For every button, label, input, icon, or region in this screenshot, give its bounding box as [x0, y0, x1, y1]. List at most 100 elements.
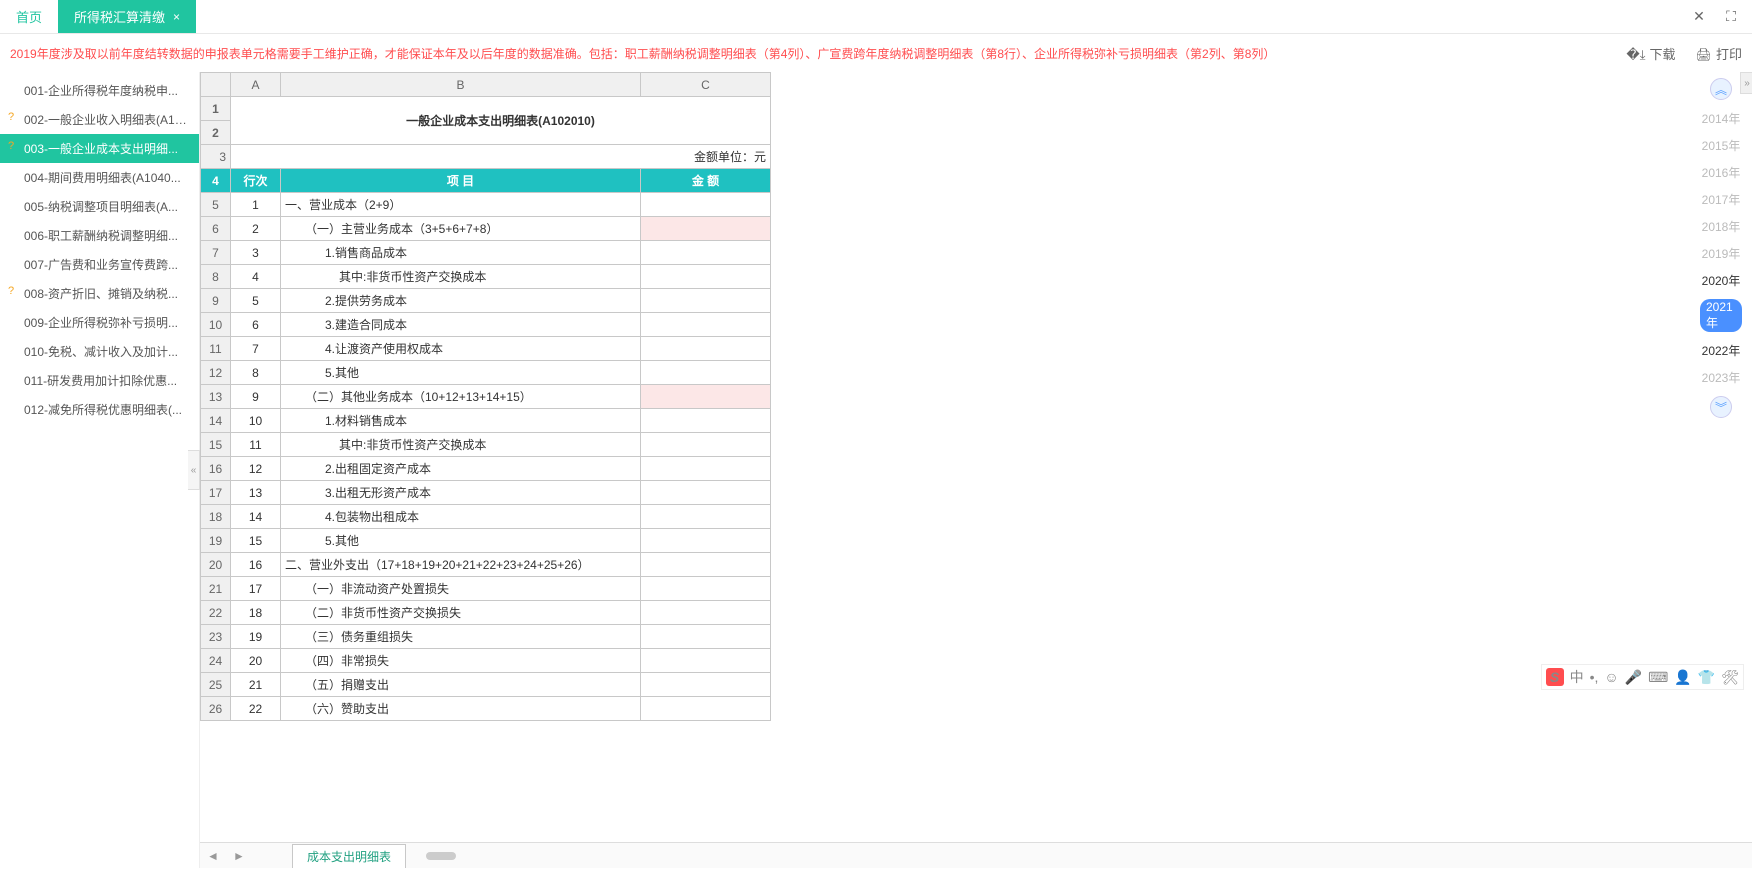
close-icon[interactable]: × — [173, 10, 180, 24]
row-header[interactable]: 4 — [201, 169, 231, 193]
row-header[interactable]: 10 — [201, 313, 231, 337]
leftnav-item-006[interactable]: 006-职工薪酬纳税调整明细... — [0, 221, 199, 250]
cell-amount[interactable] — [641, 289, 771, 313]
cell-amount[interactable] — [641, 385, 771, 409]
cell-item[interactable]: 其中:非货币性资产交换成本 — [281, 433, 641, 457]
row-header[interactable]: 22 — [201, 601, 231, 625]
cell-item[interactable]: （六）赞助支出 — [281, 697, 641, 721]
cell-amount[interactable] — [641, 313, 771, 337]
leftnav-item-010[interactable]: 010-免税、减计收入及加计... — [0, 337, 199, 366]
col-header-b[interactable]: B — [281, 73, 641, 97]
row-header[interactable]: 12 — [201, 361, 231, 385]
cell-amount[interactable] — [641, 193, 771, 217]
ime-keyboard-icon[interactable]: ⌨ — [1648, 669, 1668, 686]
ime-lang[interactable]: 中 — [1570, 667, 1584, 687]
fullscreen-icon[interactable]: ⛶ — [1722, 8, 1740, 26]
cell-amount[interactable] — [641, 241, 771, 265]
row-header[interactable]: 5 — [201, 193, 231, 217]
collapse-left-icon[interactable]: « — [188, 450, 200, 490]
row-header[interactable]: 23 — [201, 625, 231, 649]
year-2018年[interactable]: 2018年 — [1702, 218, 1741, 235]
ime-skin-icon[interactable]: 👕 — [1698, 669, 1715, 686]
row-header[interactable]: 3 — [201, 145, 231, 169]
ime-user-icon[interactable]: 👤 — [1674, 669, 1691, 686]
cell-line[interactable]: 7 — [231, 337, 281, 361]
cell-amount[interactable] — [641, 601, 771, 625]
leftnav-item-009[interactable]: 009-企业所得税弥补亏损明... — [0, 308, 199, 337]
row-header[interactable]: 26 — [201, 697, 231, 721]
row-header[interactable]: 17 — [201, 481, 231, 505]
cell-item[interactable]: 二、营业外支出（17+18+19+20+21+22+23+24+25+26） — [281, 553, 641, 577]
row-header[interactable]: 16 — [201, 457, 231, 481]
cell-line[interactable]: 13 — [231, 481, 281, 505]
cell-item[interactable]: （四）非常损失 — [281, 649, 641, 673]
cell-line[interactable]: 2 — [231, 217, 281, 241]
grid-scroll[interactable]: » A B C 1一般企业成本支出明细表(A102010)23金额单位：元4行次… — [200, 72, 1752, 842]
col-header-c[interactable]: C — [641, 73, 771, 97]
cell-item[interactable]: （五）捐赠支出 — [281, 673, 641, 697]
year-2017年[interactable]: 2017年 — [1702, 191, 1741, 208]
tab-income-tax[interactable]: 所得税汇算清缴 × — [58, 0, 196, 33]
cell-item[interactable]: 3.建造合同成本 — [281, 313, 641, 337]
year-2014年[interactable]: 2014年 — [1702, 110, 1741, 127]
cell-item[interactable]: 5.其他 — [281, 529, 641, 553]
year-2022年[interactable]: 2022年 — [1702, 342, 1741, 359]
ime-logo-icon[interactable]: S — [1546, 668, 1564, 686]
sheet-tab[interactable]: 成本支出明细表 — [292, 844, 406, 868]
row-header[interactable]: 18 — [201, 505, 231, 529]
cell-line[interactable]: 15 — [231, 529, 281, 553]
close-window-icon[interactable]: ✕ — [1690, 8, 1708, 26]
row-header[interactable]: 11 — [201, 337, 231, 361]
cell-item[interactable]: 其中:非货币性资产交换成本 — [281, 265, 641, 289]
leftnav-item-008[interactable]: ?008-资产折旧、摊销及纳税... — [0, 279, 199, 308]
cell-line[interactable]: 5 — [231, 289, 281, 313]
cell-line[interactable]: 10 — [231, 409, 281, 433]
cell-amount[interactable] — [641, 625, 771, 649]
cell-item[interactable]: 一、营业成本（2+9） — [281, 193, 641, 217]
row-header[interactable]: 20 — [201, 553, 231, 577]
leftnav-item-004[interactable]: 004-期间费用明细表(A1040... — [0, 163, 199, 192]
cell-amount[interactable] — [641, 337, 771, 361]
leftnav-item-012[interactable]: 012-减免所得税优惠明细表(... — [0, 395, 199, 424]
cell-amount[interactable] — [641, 697, 771, 721]
row-header[interactable]: 15 — [201, 433, 231, 457]
leftnav-item-002[interactable]: ?002-一般企业收入明细表(A10... — [0, 105, 199, 134]
cell-line[interactable]: 8 — [231, 361, 281, 385]
cell-item[interactable]: 5.其他 — [281, 361, 641, 385]
cell-amount[interactable] — [641, 457, 771, 481]
cell-item[interactable]: （一）非流动资产处置损失 — [281, 577, 641, 601]
leftnav-item-001[interactable]: 001-企业所得税年度纳税申... — [0, 76, 199, 105]
cell-line[interactable]: 14 — [231, 505, 281, 529]
cell-amount[interactable] — [641, 217, 771, 241]
row-header[interactable]: 13 — [201, 385, 231, 409]
cell-line[interactable]: 11 — [231, 433, 281, 457]
col-header-a[interactable]: A — [231, 73, 281, 97]
cell-item[interactable]: （二）非货币性资产交换损失 — [281, 601, 641, 625]
cell-line[interactable]: 6 — [231, 313, 281, 337]
cell-line[interactable]: 9 — [231, 385, 281, 409]
ime-punct-icon[interactable]: •, — [1590, 669, 1599, 685]
cell-item[interactable]: 2.出租固定资产成本 — [281, 457, 641, 481]
cell-item[interactable]: 2.提供劳务成本 — [281, 289, 641, 313]
cell-amount[interactable] — [641, 673, 771, 697]
cell-item[interactable]: 3.出租无形资产成本 — [281, 481, 641, 505]
year-2016年[interactable]: 2016年 — [1702, 164, 1741, 181]
cell-amount[interactable] — [641, 481, 771, 505]
scroll-right-icon[interactable]: ► — [226, 849, 252, 863]
year-2019年[interactable]: 2019年 — [1702, 245, 1741, 262]
cell-item[interactable]: （一）主营业务成本（3+5+6+7+8） — [281, 217, 641, 241]
year-down-icon[interactable]: ︾ — [1710, 396, 1732, 418]
year-up-icon[interactable]: ︽ — [1710, 78, 1732, 100]
download-button[interactable]: �⤓下载 — [1626, 44, 1675, 66]
row-header[interactable]: 8 — [201, 265, 231, 289]
cell-amount[interactable] — [641, 529, 771, 553]
cell-amount[interactable] — [641, 433, 771, 457]
corner-cell[interactable] — [201, 73, 231, 97]
cell-line[interactable]: 18 — [231, 601, 281, 625]
tab-home[interactable]: 首页 — [0, 0, 58, 33]
cell-line[interactable]: 19 — [231, 625, 281, 649]
year-2021年[interactable]: 2021年 — [1700, 299, 1742, 332]
cell-amount[interactable] — [641, 649, 771, 673]
row-header[interactable]: 7 — [201, 241, 231, 265]
cell-line[interactable]: 21 — [231, 673, 281, 697]
